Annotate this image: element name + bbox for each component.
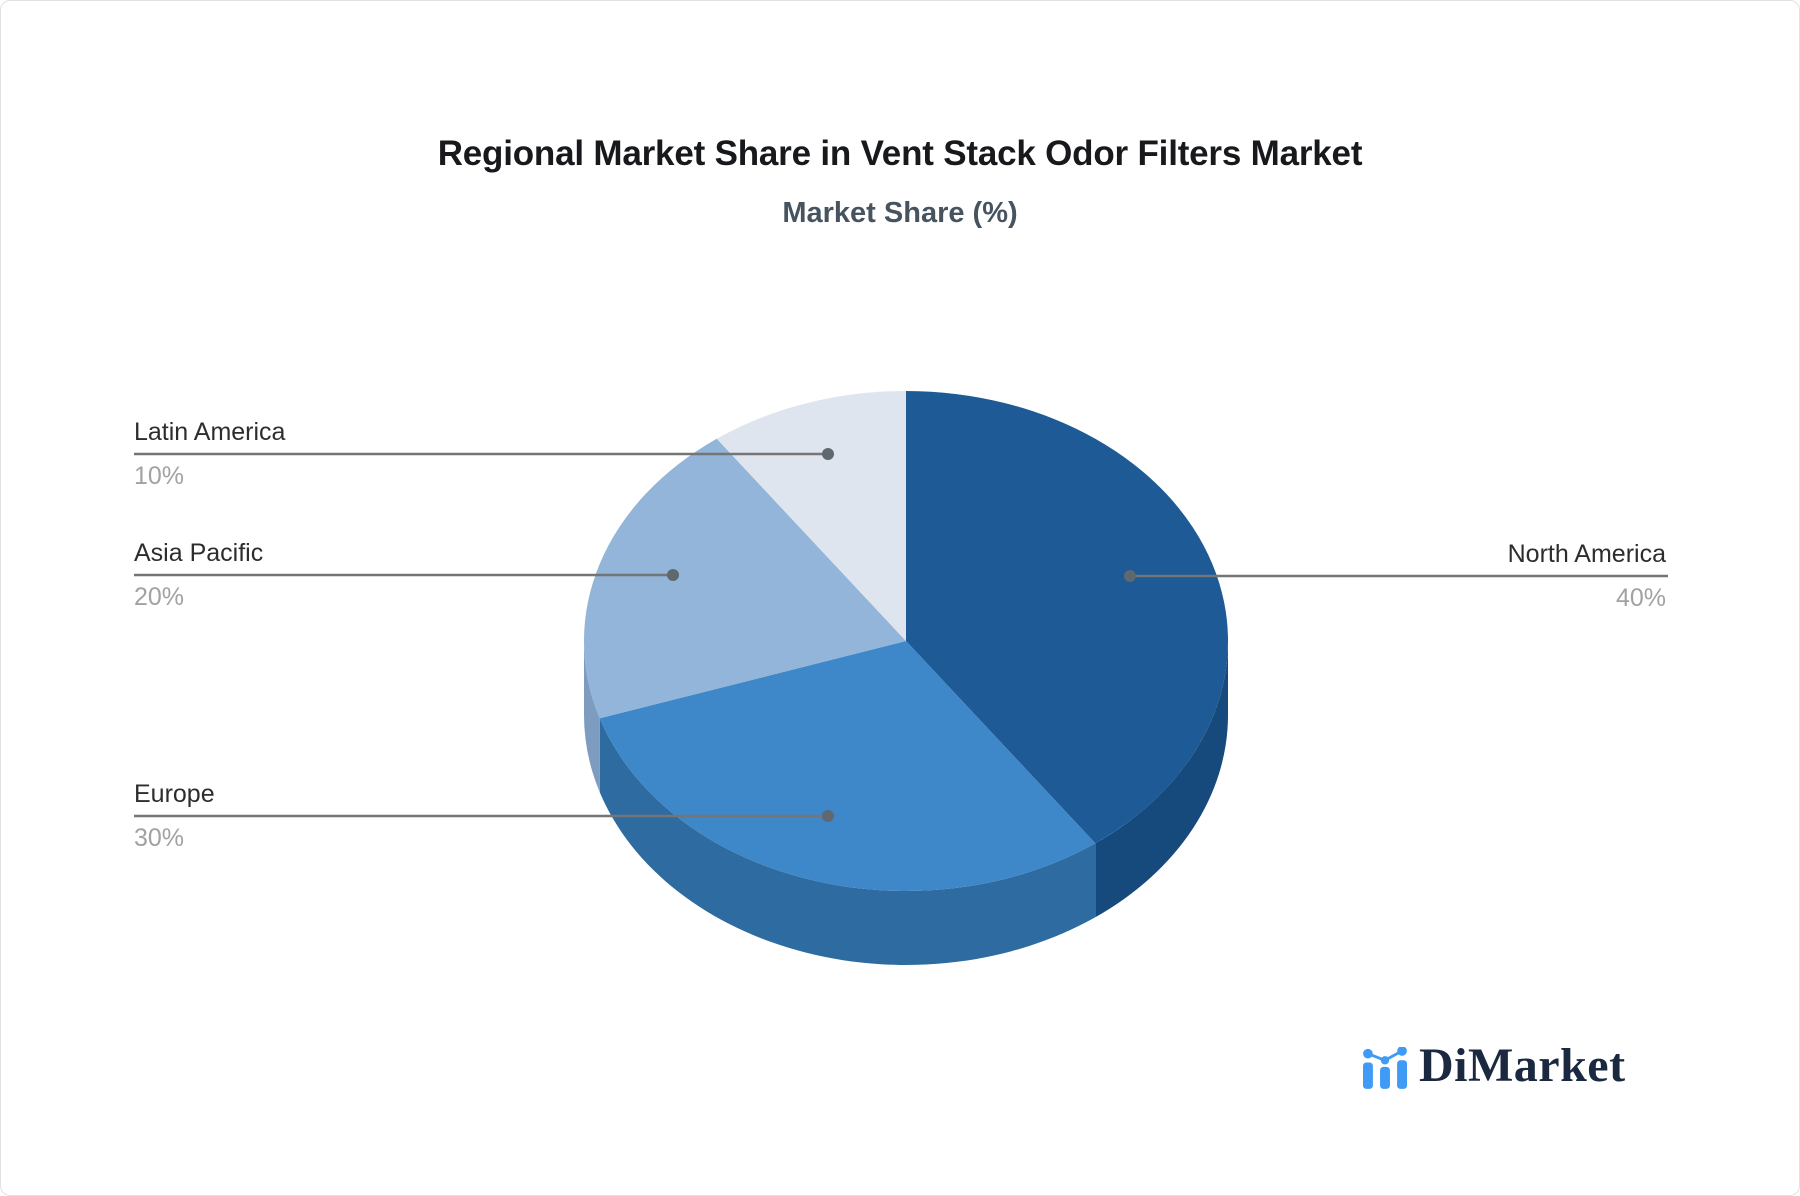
connector-dot-latin-america — [822, 448, 834, 460]
slice-value-asia-pacific: 20% — [134, 583, 185, 611]
bar-line-chart-icon — [1363, 1047, 1407, 1089]
connector-dot-asia-pacific — [667, 569, 679, 581]
chart-subtitle: Market Share (%) — [782, 197, 1018, 229]
slice-value-europe: 30% — [134, 824, 185, 852]
slice-label-asia-pacific: Asia Pacific — [134, 539, 264, 567]
pie-side-asia-pacific — [584, 641, 600, 793]
slice-label-latin-america: Latin America — [134, 418, 286, 446]
slice-value-north-america: 40% — [1615, 584, 1666, 612]
pie-side-europe — [599, 718, 1096, 965]
chart-title: Regional Market Share in Vent Stack Odor… — [437, 134, 1363, 173]
slice-label-europe: Europe — [134, 780, 215, 808]
slice-label-north-america: North America — [1507, 540, 1666, 568]
connector-dot-europe — [822, 810, 834, 822]
brand-name: DiMarket — [1419, 1039, 1626, 1092]
pie-slice-asia-pacific — [584, 438, 906, 719]
brand-logo: DiMarket — [1363, 1039, 1626, 1092]
pie-side-north-america — [1095, 641, 1228, 918]
connector-dot-north-america — [1124, 570, 1136, 582]
pie-slice-north-america — [906, 391, 1229, 844]
slice-value-latin-america: 10% — [134, 462, 185, 490]
pie-slice-europe — [599, 641, 1096, 891]
